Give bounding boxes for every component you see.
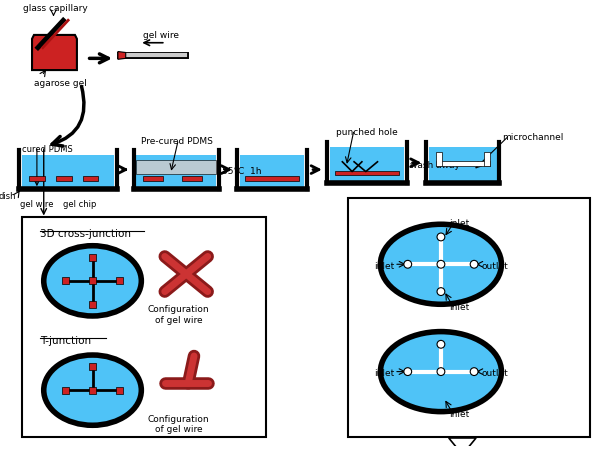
Circle shape [437, 340, 445, 348]
Text: 3D cross-junction: 3D cross-junction [40, 229, 131, 239]
Polygon shape [118, 52, 126, 59]
Text: inlet: inlet [449, 303, 469, 312]
Text: gel wire: gel wire [143, 31, 179, 40]
Polygon shape [32, 35, 77, 70]
Bar [89, 363, 96, 370]
Circle shape [437, 368, 445, 375]
Bar [116, 387, 123, 394]
Text: Configuration
of gel wire: Configuration of gel wire [148, 305, 209, 325]
Text: T-junction: T-junction [40, 336, 91, 347]
Bar [83, 176, 98, 181]
Text: punched hole: punched hole [336, 128, 398, 136]
Bar [62, 387, 68, 394]
Text: inlet: inlet [374, 262, 394, 271]
Polygon shape [22, 155, 114, 187]
Ellipse shape [380, 332, 502, 412]
Circle shape [404, 260, 412, 268]
Bar [182, 176, 202, 181]
Text: cured PDMS: cured PDMS [22, 145, 73, 154]
Bar [436, 161, 490, 166]
Bar [335, 171, 399, 176]
Text: wash away: wash away [410, 161, 460, 170]
Polygon shape [429, 147, 497, 181]
Ellipse shape [44, 355, 142, 425]
Bar [143, 176, 163, 181]
Bar [245, 176, 299, 181]
Polygon shape [329, 147, 404, 181]
Text: inlet: inlet [449, 219, 469, 228]
Circle shape [437, 260, 445, 268]
Text: inlet: inlet [374, 369, 394, 378]
Text: outlet: outlet [482, 262, 509, 271]
Ellipse shape [44, 246, 142, 316]
Bar [56, 176, 72, 181]
Circle shape [437, 233, 445, 241]
Polygon shape [136, 155, 217, 187]
Polygon shape [449, 438, 476, 449]
Bar [484, 152, 490, 166]
Circle shape [437, 288, 445, 295]
Text: microchannel: microchannel [502, 133, 564, 142]
Bar [348, 198, 590, 437]
Circle shape [404, 368, 412, 375]
Text: 55°C  1h: 55°C 1h [223, 167, 262, 176]
Text: gel wire: gel wire [20, 200, 53, 209]
Bar [89, 277, 96, 284]
Bar [89, 301, 96, 308]
Bar [62, 277, 68, 284]
Circle shape [470, 260, 478, 268]
Bar [22, 217, 266, 437]
Bar [29, 176, 45, 181]
Bar [89, 387, 96, 394]
Ellipse shape [380, 224, 502, 304]
Text: outlet: outlet [482, 369, 509, 378]
Text: Pre-cured PDMS: Pre-cured PDMS [140, 137, 212, 146]
Circle shape [470, 368, 478, 375]
Text: inlet: inlet [449, 410, 469, 419]
Bar [136, 160, 217, 173]
Polygon shape [240, 155, 304, 187]
Text: glass capillary: glass capillary [23, 4, 88, 13]
Text: Configuration
of gel wire: Configuration of gel wire [148, 414, 209, 434]
Text: gel chip: gel chip [63, 200, 97, 209]
Bar [116, 277, 123, 284]
FancyArrowPatch shape [52, 86, 84, 146]
Bar [436, 152, 442, 166]
Bar [89, 254, 96, 261]
Text: agarose gel: agarose gel [34, 79, 87, 88]
Text: dish: dish [0, 192, 16, 201]
